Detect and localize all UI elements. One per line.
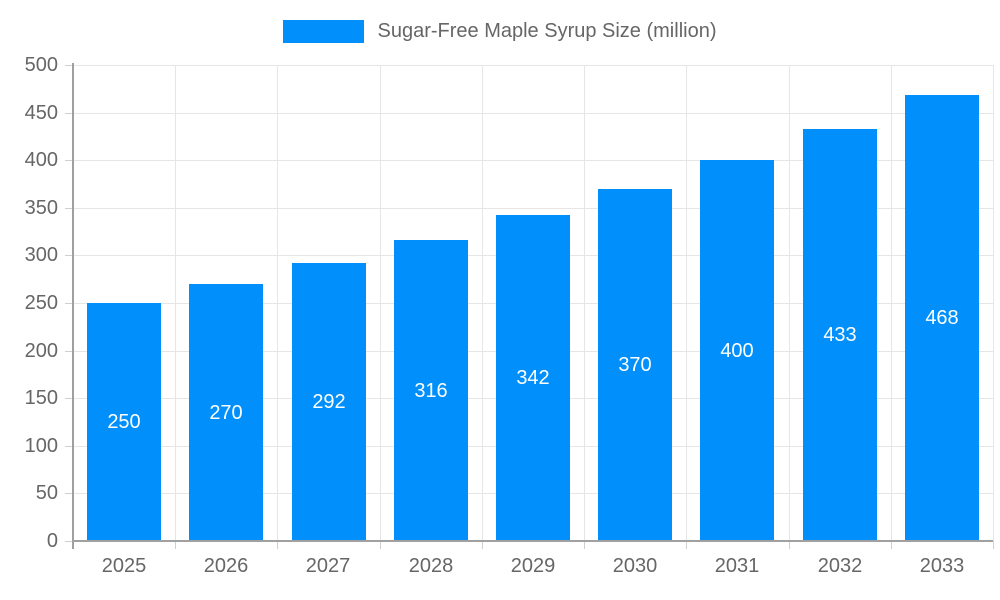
x-tick-label: 2030 xyxy=(612,555,658,577)
y-tick-label: 0 xyxy=(46,530,58,552)
y-axis-tick xyxy=(65,493,73,494)
bar[interactable] xyxy=(700,160,774,541)
gridline-horizontal xyxy=(73,113,993,114)
legend-item[interactable]: Sugar-Free Maple Syrup Size (million) xyxy=(0,17,1000,45)
gridline-horizontal xyxy=(73,208,993,209)
legend-label: Sugar-Free Maple Syrup Size (million) xyxy=(377,19,717,42)
y-axis-tick xyxy=(65,160,73,161)
bar-value-label: 292 xyxy=(312,391,346,413)
y-axis-tick xyxy=(65,398,73,399)
bar-value-label: 270 xyxy=(209,402,243,424)
gridline-vertical xyxy=(175,65,176,541)
bar[interactable] xyxy=(394,240,468,541)
y-tick-label: 250 xyxy=(24,292,58,314)
x-axis-tick xyxy=(584,541,585,549)
y-axis-tick xyxy=(65,113,73,114)
y-tick-label: 400 xyxy=(24,149,58,171)
y-tick-label: 200 xyxy=(24,340,58,362)
gridline-vertical xyxy=(789,65,790,541)
bar[interactable] xyxy=(189,284,263,541)
x-tick-label: 2025 xyxy=(101,555,147,577)
y-tick-label: 150 xyxy=(24,387,58,409)
bar-value-label: 468 xyxy=(925,307,959,329)
y-axis-tick xyxy=(65,446,73,447)
bar-value-label: 250 xyxy=(107,411,141,433)
x-tick-label: 2027 xyxy=(305,555,351,577)
gridline-vertical xyxy=(482,65,483,541)
x-axis-tick xyxy=(482,541,483,549)
x-axis-tick xyxy=(789,541,790,549)
gridline-vertical xyxy=(277,65,278,541)
y-tick-label: 100 xyxy=(24,435,58,457)
x-axis-tick xyxy=(891,541,892,549)
gridline-vertical xyxy=(993,65,994,541)
x-tick-label: 2033 xyxy=(919,555,965,577)
x-axis-line xyxy=(73,540,993,542)
x-tick-label: 2028 xyxy=(408,555,454,577)
y-axis-tick xyxy=(65,351,73,352)
bar-value-label: 433 xyxy=(823,324,857,346)
gridline-vertical xyxy=(686,65,687,541)
y-axis-line xyxy=(72,63,74,549)
gridline-vertical xyxy=(584,65,585,541)
y-tick-label: 50 xyxy=(35,482,58,504)
x-axis-tick xyxy=(686,541,687,549)
y-tick-label: 300 xyxy=(24,244,58,266)
bar[interactable] xyxy=(292,263,366,541)
bar[interactable] xyxy=(803,129,877,541)
bar-value-label: 370 xyxy=(618,354,652,376)
y-axis-tick xyxy=(65,255,73,256)
y-axis-tick xyxy=(65,303,73,304)
bar[interactable] xyxy=(598,189,672,541)
x-tick-label: 2029 xyxy=(510,555,556,577)
bar-value-label: 316 xyxy=(414,380,448,402)
x-axis-tick xyxy=(380,541,381,549)
x-axis-tick xyxy=(993,541,994,549)
gridline-vertical xyxy=(891,65,892,541)
gridline-horizontal xyxy=(73,160,993,161)
y-axis-tick xyxy=(65,541,73,542)
x-tick-label: 2032 xyxy=(817,555,863,577)
legend-swatch xyxy=(283,19,365,43)
gridline-horizontal xyxy=(73,65,993,66)
y-tick-label: 450 xyxy=(24,102,58,124)
y-tick-label: 500 xyxy=(24,54,58,76)
x-tick-label: 2026 xyxy=(203,555,249,577)
bar-value-label: 342 xyxy=(516,367,550,389)
gridline-vertical xyxy=(380,65,381,541)
y-axis-tick xyxy=(65,65,73,66)
bar[interactable] xyxy=(905,95,979,541)
x-axis-tick xyxy=(175,541,176,549)
bar[interactable] xyxy=(496,215,570,541)
bar-value-label: 400 xyxy=(720,340,754,362)
x-tick-label: 2031 xyxy=(714,555,760,577)
y-tick-label: 350 xyxy=(24,197,58,219)
y-axis-tick xyxy=(65,208,73,209)
bar[interactable] xyxy=(87,303,161,541)
x-axis-tick xyxy=(277,541,278,549)
